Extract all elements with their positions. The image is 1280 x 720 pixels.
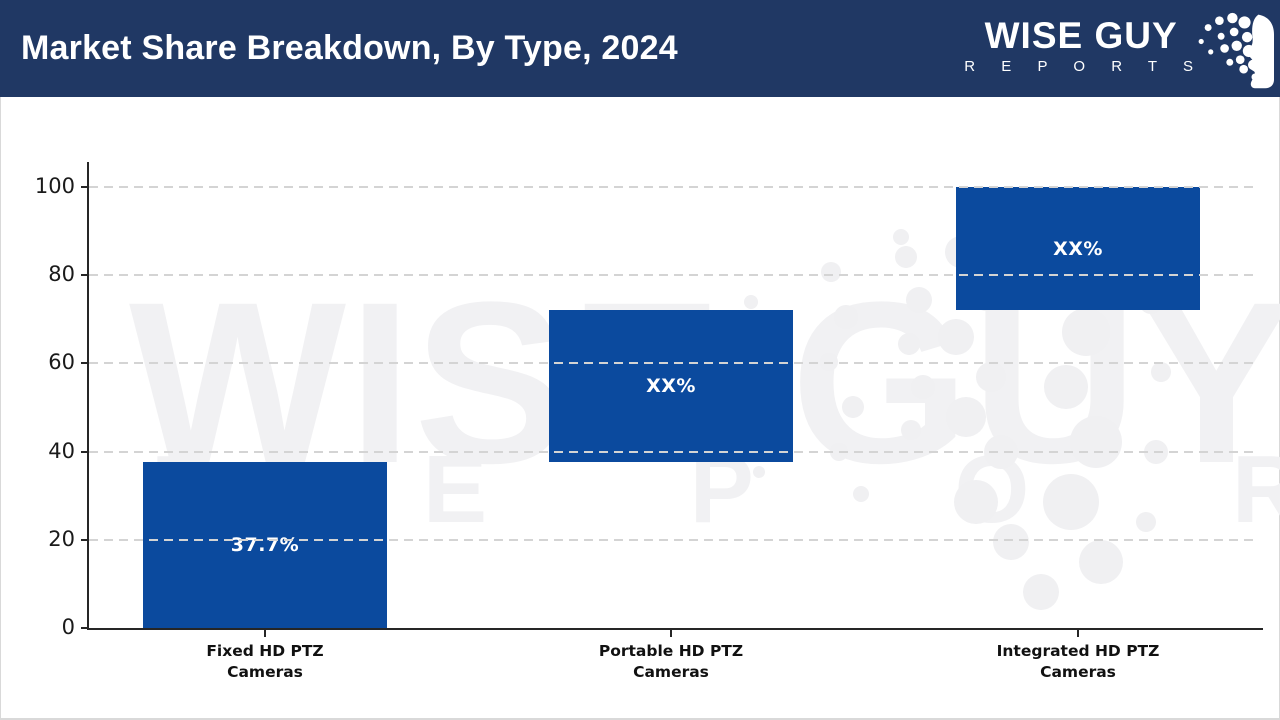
bar-2: XX% bbox=[549, 310, 793, 462]
bar-1: 37.7% bbox=[143, 461, 387, 628]
x-category-label-3: Integrated HD PTZ Cameras bbox=[996, 642, 1160, 681]
x-category-label-1: Fixed HD PTZ Cameras bbox=[206, 642, 324, 681]
gridline-80 bbox=[89, 274, 1255, 277]
y-tick-20 bbox=[81, 538, 89, 541]
chart-title: Market Share Breakdown, By Type, 2024 bbox=[21, 29, 678, 67]
y-tick-40 bbox=[81, 450, 89, 453]
bar-3: XX% bbox=[956, 187, 1200, 311]
y-tick-label-0: 0 bbox=[61, 615, 75, 639]
wise-guy-logo: WISE GUY R E P O R T S bbox=[964, 4, 1274, 94]
y-tick-0 bbox=[81, 627, 89, 629]
logo-text: WISE GUY R E P O R T S bbox=[958, 15, 1204, 76]
y-tick-100 bbox=[81, 186, 89, 188]
gridline-100 bbox=[89, 186, 1255, 188]
bar-value-label-3: XX% bbox=[1053, 237, 1103, 260]
logo-face-icon bbox=[1198, 12, 1274, 89]
x-axis-line bbox=[87, 628, 1263, 630]
x-tick-1 bbox=[264, 630, 266, 637]
x-tick-3 bbox=[1077, 630, 1079, 637]
y-tick-80 bbox=[81, 274, 89, 277]
logo-wordmark: WISE GUY bbox=[984, 15, 1178, 56]
logo-sub-wordmark: R E P O R T S bbox=[964, 58, 1204, 75]
chart-canvas: WISE GUY R E P O R T S 02040608010037.7%… bbox=[1, 97, 1280, 718]
gridline-60 bbox=[89, 362, 1255, 365]
y-tick-60 bbox=[81, 362, 89, 365]
bar-value-label-2: XX% bbox=[646, 375, 696, 398]
x-tick-2 bbox=[670, 630, 672, 637]
header-banner: Market Share Breakdown, By Type, 2024 WI… bbox=[0, 0, 1280, 97]
gridline-20 bbox=[89, 538, 1255, 541]
y-axis-line bbox=[87, 162, 89, 630]
y-tick-label-20: 20 bbox=[48, 526, 75, 551]
y-tick-label-40: 40 bbox=[48, 438, 75, 463]
x-category-label-2: Portable HD PTZ Cameras bbox=[598, 642, 744, 681]
gridline-40 bbox=[89, 450, 1255, 453]
y-tick-label-100: 100 bbox=[34, 174, 75, 198]
y-tick-label-60: 60 bbox=[48, 350, 75, 375]
y-tick-label-80: 80 bbox=[48, 262, 75, 287]
bar-value-label-1: 37.7% bbox=[230, 533, 300, 556]
